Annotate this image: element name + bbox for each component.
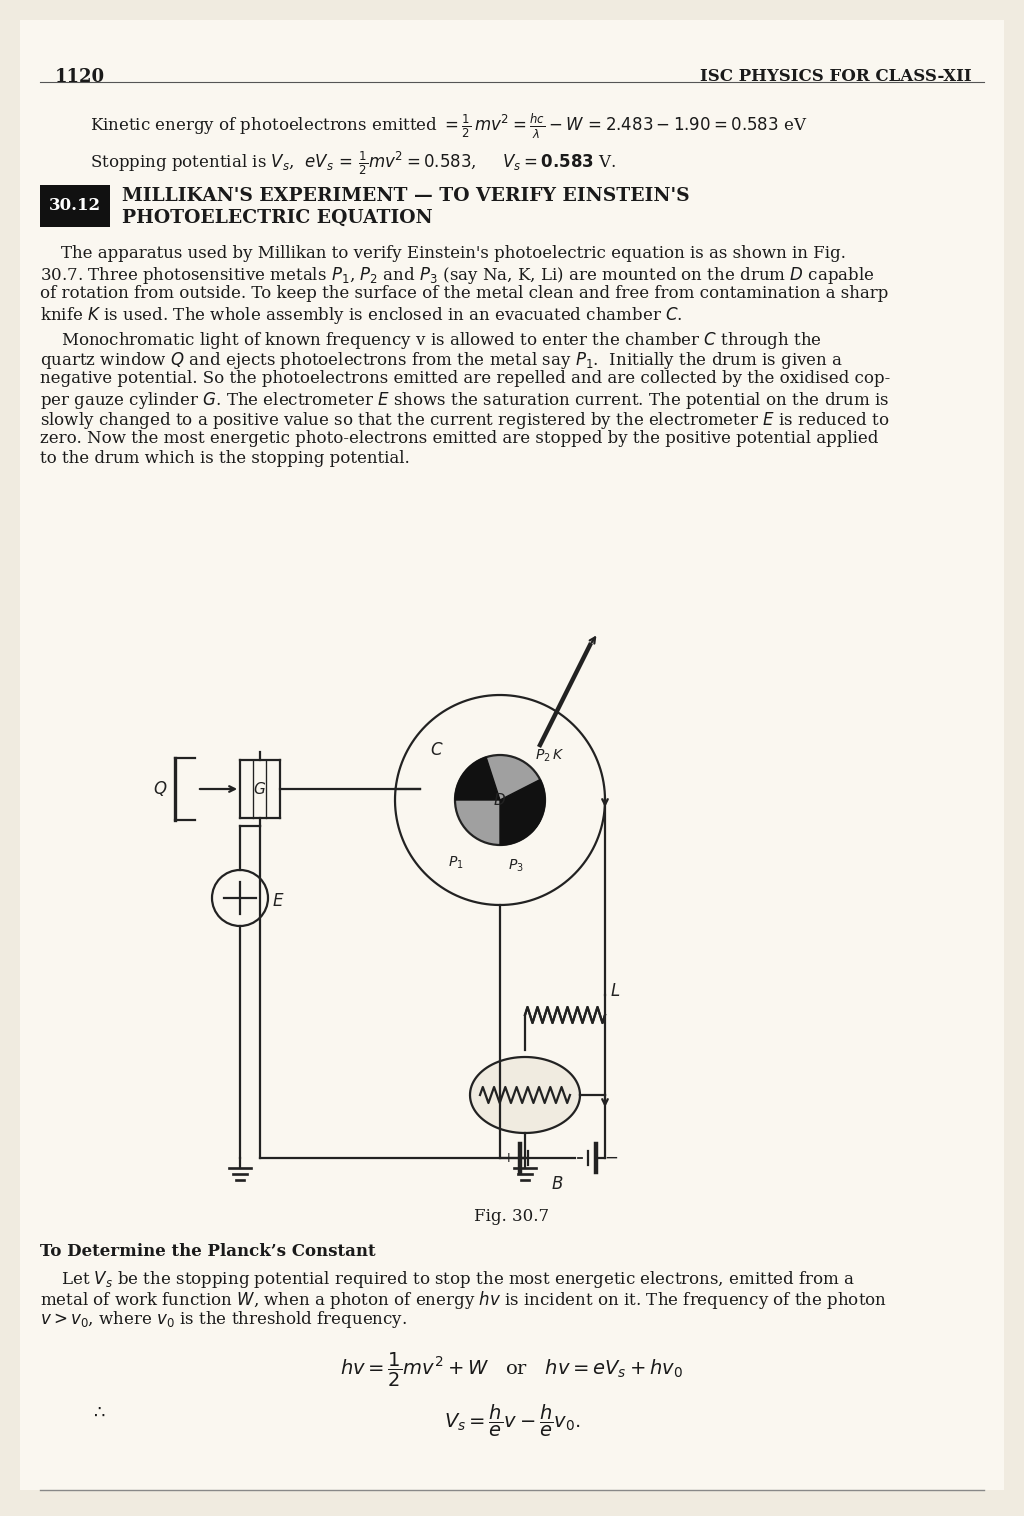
Text: 30.12: 30.12 [49,197,101,214]
Text: zero. Now the most energetic photo-electrons emitted are stopped by the positive: zero. Now the most energetic photo-elect… [40,431,879,447]
Text: MILLIKAN'S EXPERIMENT — TO VERIFY EINSTEIN'S: MILLIKAN'S EXPERIMENT — TO VERIFY EINSTE… [122,186,689,205]
Text: to the drum which is the stopping potential.: to the drum which is the stopping potent… [40,450,410,467]
Text: $P_3$: $P_3$ [508,858,523,875]
Text: ISC PHYSICS FOR CLASS-XII: ISC PHYSICS FOR CLASS-XII [700,68,972,85]
Text: Kinetic energy of photoelectrons emitted $= \frac{1}{2}\,mv^2 = \frac{hc}{\lambd: Kinetic energy of photoelectrons emitted… [90,112,808,141]
Text: To Determine the Planck’s Constant: To Determine the Planck’s Constant [40,1243,376,1260]
Text: PHOTOELECTRIC EQUATION: PHOTOELECTRIC EQUATION [122,209,432,227]
Polygon shape [470,1057,580,1132]
Text: −: − [604,1149,617,1167]
Text: $v > v_0$, where $v_0$ is the threshold frequency.: $v > v_0$, where $v_0$ is the threshold … [40,1308,407,1330]
Text: $P_1$: $P_1$ [449,855,464,872]
Text: of rotation from outside. To keep the surface of the metal clean and free from c: of rotation from outside. To keep the su… [40,285,889,302]
Bar [40,185,110,227]
Text: Monochromatic light of known frequency v is allowed to enter the chamber $C$ thr: Monochromatic light of known frequency v… [40,330,822,352]
Polygon shape [500,779,545,832]
Polygon shape [500,800,540,844]
Text: per gauze cylinder $G$. The electrometer $E$ shows the saturation current. The p: per gauze cylinder $G$. The electrometer… [40,390,890,411]
Polygon shape [455,756,500,800]
Text: 1120: 1120 [55,68,105,86]
Text: quartz window $Q$ and ejects photoelectrons from the metal say $P_1$.  Initially: quartz window $Q$ and ejects photoelectr… [40,350,843,371]
Circle shape [455,755,545,844]
Text: metal of work function $W$, when a photon of energy $hv$ is incident on it. The : metal of work function $W$, when a photo… [40,1289,887,1311]
Text: $C$: $C$ [430,741,443,760]
Text: Let $V_s$ be the stopping potential required to stop the most energetic electron: Let $V_s$ be the stopping potential requ… [40,1269,855,1290]
Text: 30.7. Three photosensitive metals $P_1$, $P_2$ and $P_3$ (say Na, K, Li) are mou: 30.7. Three photosensitive metals $P_1$,… [40,265,874,287]
Text: $D$: $D$ [494,791,507,808]
Text: negative potential. So the photoelectrons emitted are repelled and are collected: negative potential. So the photoelectron… [40,370,890,387]
Text: $B$: $B$ [551,1176,563,1193]
Text: slowly changed to a positive value so that the current registered by the electro: slowly changed to a positive value so th… [40,409,890,431]
Text: Fig. 30.7: Fig. 30.7 [474,1208,550,1225]
Circle shape [212,870,268,926]
Text: $G$: $G$ [254,781,266,797]
Text: Stopping potential is $V_s$,  $eV_s\, =\, \frac{1}{2}mv^2 = 0.583$,     $V_s = \: Stopping potential is $V_s$, $eV_s\, =\,… [90,150,616,177]
Text: +: + [503,1151,514,1164]
Text: $\therefore$: $\therefore$ [90,1402,105,1420]
Text: $E$: $E$ [272,893,285,911]
Text: The apparatus used by Millikan to verify Einstein's photoelectric equation is as: The apparatus used by Millikan to verify… [40,246,846,262]
Text: knife $K$ is used. The whole assembly is enclosed in an evacuated chamber $C$.: knife $K$ is used. The whole assembly is… [40,305,683,326]
Text: $L$: $L$ [610,982,621,1001]
Text: $V_s = \dfrac{h}{e}v - \dfrac{h}{e}v_0.$: $V_s = \dfrac{h}{e}v - \dfrac{h}{e}v_0.$ [443,1402,581,1439]
Text: $P_2\,K$: $P_2\,K$ [535,747,564,764]
Text: $Q$: $Q$ [153,779,167,799]
Text: $hv = \dfrac{1}{2}mv^2 + W$   or   $hv = eV_s + hv_0$: $hv = \dfrac{1}{2}mv^2 + W$ or $hv = eV_… [340,1351,684,1389]
